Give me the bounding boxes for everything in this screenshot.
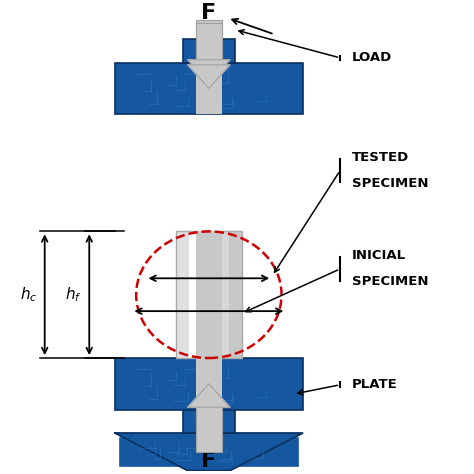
Bar bbox=[115, 358, 303, 410]
Bar bbox=[215, 231, 228, 358]
Bar bbox=[228, 231, 242, 358]
Bar bbox=[196, 20, 222, 83]
Text: F: F bbox=[201, 3, 217, 23]
Polygon shape bbox=[115, 433, 303, 471]
Polygon shape bbox=[188, 65, 230, 88]
Bar bbox=[183, 39, 235, 63]
Text: PLATE: PLATE bbox=[352, 378, 398, 391]
Bar bbox=[176, 231, 189, 358]
Bar bbox=[212, 231, 220, 358]
Text: TESTED: TESTED bbox=[352, 151, 409, 164]
Polygon shape bbox=[188, 384, 230, 407]
Bar bbox=[196, 231, 222, 358]
Bar bbox=[192, 231, 206, 358]
Text: $h_c$: $h_c$ bbox=[20, 285, 37, 304]
Bar bbox=[196, 39, 222, 63]
Bar bbox=[196, 407, 222, 452]
Text: INICIAL: INICIAL bbox=[352, 249, 406, 262]
Text: SPECIMEN: SPECIMEN bbox=[352, 177, 428, 190]
Bar bbox=[196, 20, 222, 60]
Text: SPECIMEN: SPECIMEN bbox=[352, 275, 428, 288]
Text: $D_f$: $D_f$ bbox=[203, 284, 224, 304]
Bar bbox=[196, 410, 222, 433]
Bar bbox=[196, 23, 222, 65]
Bar bbox=[202, 231, 215, 358]
Bar bbox=[120, 438, 298, 466]
Text: LOAD: LOAD bbox=[352, 51, 392, 64]
Text: $D_o$: $D_o$ bbox=[203, 251, 224, 271]
Text: F: F bbox=[201, 451, 217, 471]
Text: $h_f$: $h_f$ bbox=[65, 285, 82, 304]
Bar bbox=[115, 63, 303, 114]
Bar bbox=[189, 231, 202, 358]
Polygon shape bbox=[188, 60, 230, 83]
Bar bbox=[176, 231, 242, 358]
Bar bbox=[196, 358, 222, 410]
Bar bbox=[196, 63, 222, 114]
Bar bbox=[183, 410, 235, 433]
